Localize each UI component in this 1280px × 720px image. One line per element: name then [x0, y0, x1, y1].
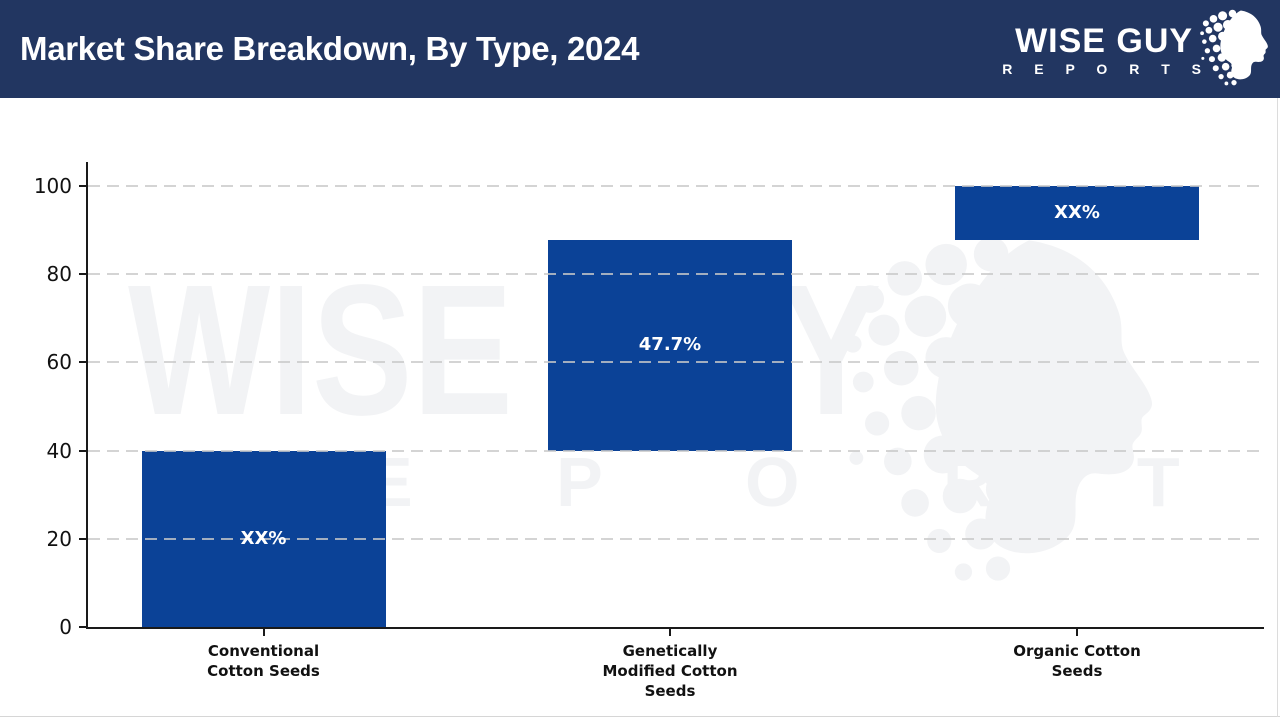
- bar-segment: [548, 240, 792, 451]
- gridline-80: [88, 273, 1262, 276]
- y-axis-line: [86, 162, 88, 629]
- gridline-20: [88, 537, 1262, 540]
- y-tick-label-100: 100: [33, 174, 72, 198]
- category-label: Genetically Modified Cotton Seeds: [602, 642, 738, 700]
- category-label: Conventional Cotton Seeds: [207, 642, 320, 680]
- bar-value-label: 47.7%: [638, 334, 702, 356]
- bar-value-label: XX%: [1054, 202, 1100, 224]
- chart-title: Market Share Breakdown, By Type, 2024: [20, 30, 640, 67]
- y-tick-60: [79, 361, 87, 364]
- bar-segment: [955, 186, 1199, 241]
- bar-value-label: XX%: [240, 527, 287, 549]
- y-tick-label-20: 20: [46, 526, 72, 551]
- x-tick-2: [1076, 629, 1078, 636]
- y-tick-label-0: 0: [59, 615, 72, 639]
- y-tick-0: [79, 626, 87, 628]
- y-tick-label-80: 80: [46, 262, 72, 287]
- y-tick-20: [79, 537, 87, 540]
- logo-tagline: R E P O R T S: [1002, 61, 1210, 77]
- x-tick-1: [669, 629, 671, 636]
- figure-bottom-border: [0, 716, 1280, 717]
- gridline-40: [88, 449, 1262, 452]
- y-tick-40: [79, 449, 87, 452]
- header: Market Share Breakdown, By Type, 2024 WI…: [0, 0, 1280, 98]
- y-tick-label-40: 40: [46, 438, 72, 463]
- gridline-100: [88, 185, 1262, 187]
- y-tick-100: [79, 185, 87, 187]
- gridline-60: [88, 361, 1262, 364]
- x-tick-0: [262, 629, 265, 636]
- y-tick-label-60: 60: [46, 350, 72, 375]
- figure-right-border: [1277, 98, 1278, 717]
- wiseguy-logo: WISE GUY R E P O R T S: [998, 4, 1272, 96]
- logo-text: WISE GUY R E P O R T S: [998, 23, 1210, 77]
- wiseguy-face-icon: [1196, 8, 1272, 92]
- y-tick-80: [79, 273, 87, 276]
- watermark-face-icon: [824, 230, 1172, 610]
- x-axis-line: [86, 627, 1264, 629]
- category-label: Organic Cotton Seeds: [1013, 642, 1141, 680]
- logo-wordmark: WISE GUY: [1015, 22, 1194, 60]
